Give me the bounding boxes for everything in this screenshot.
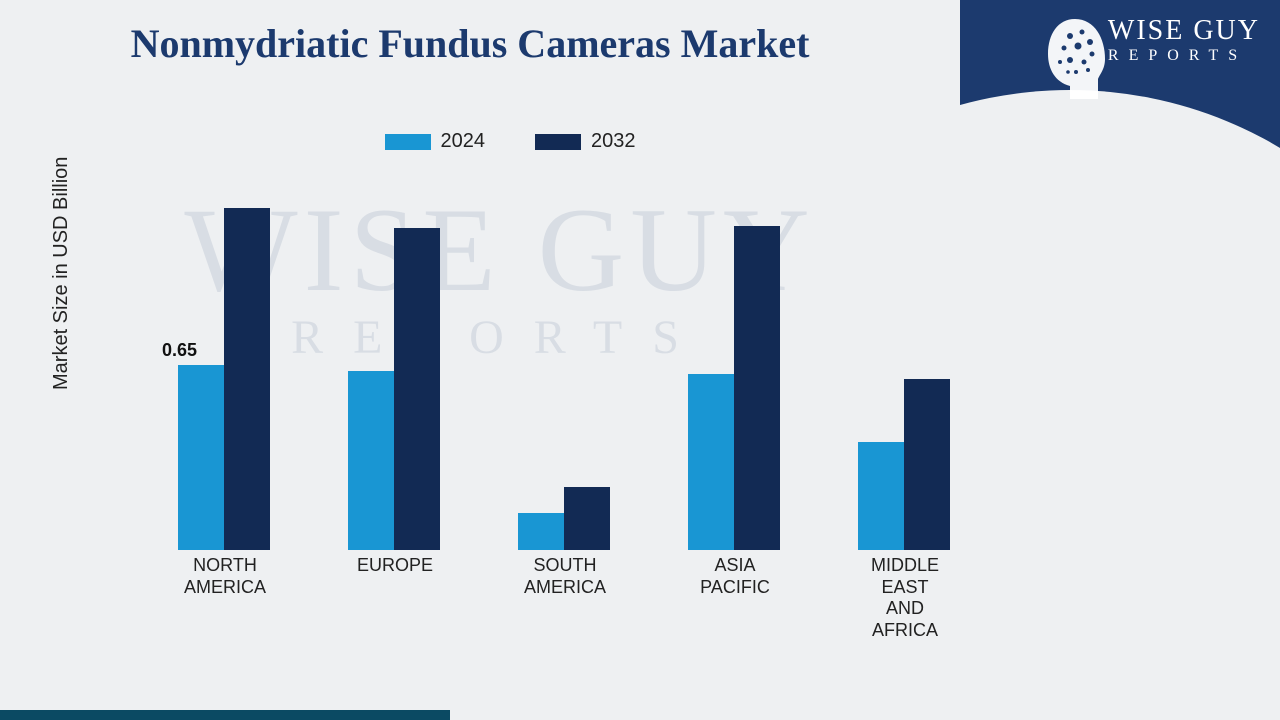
legend-label-2032: 2032	[591, 130, 636, 152]
chart-title: Nonmydriatic Fundus Cameras Market	[60, 20, 880, 67]
bar-2032	[394, 228, 440, 550]
bar-2024	[178, 365, 224, 550]
head-icon	[1040, 14, 1110, 104]
brand-logo-line2: REPORTS	[1108, 47, 1260, 65]
chart-legend: 2024 2032	[60, 130, 960, 153]
bottom-divider	[0, 710, 450, 720]
brand-logo: WISE GUY REPORTS	[1108, 16, 1260, 64]
bar-2024	[858, 442, 904, 550]
chart: Market Size in USD Billion 20242032 0.65…	[60, 140, 960, 640]
brand-logo-line1: WISE GUY	[1108, 16, 1260, 47]
page-root: WISE GUY REPORTS Nonmydriatic Fundus Cam…	[0, 0, 1280, 720]
legend-label-2024: 2024	[441, 130, 486, 152]
x-axis-label: NORTHAMERICA	[160, 555, 290, 598]
bar-2032	[564, 487, 610, 550]
bar-2032	[224, 208, 270, 550]
legend-swatch-2024	[385, 134, 431, 150]
legend-swatch-2032	[535, 134, 581, 150]
x-axis-label: ASIAPACIFIC	[670, 555, 800, 598]
bar-2024	[518, 513, 564, 550]
legend-item-2024: 2024	[385, 130, 486, 153]
x-axis-label: EUROPE	[330, 555, 460, 577]
bars-container: 0.65	[120, 180, 960, 550]
bar-2024	[348, 371, 394, 550]
x-axis-label: SOUTHAMERICA	[500, 555, 630, 598]
bar-2032	[734, 226, 780, 550]
bar-2024	[688, 374, 734, 550]
bar-value-label: 0.65	[162, 340, 197, 361]
chart-plot-area: 0.65	[120, 180, 960, 550]
x-axis-label: MIDDLEEASTANDAFRICA	[840, 555, 970, 641]
legend-item-2032: 2032	[535, 130, 636, 153]
y-axis-label: Market Size in USD Billion	[50, 157, 73, 390]
bar-2032	[904, 379, 950, 550]
